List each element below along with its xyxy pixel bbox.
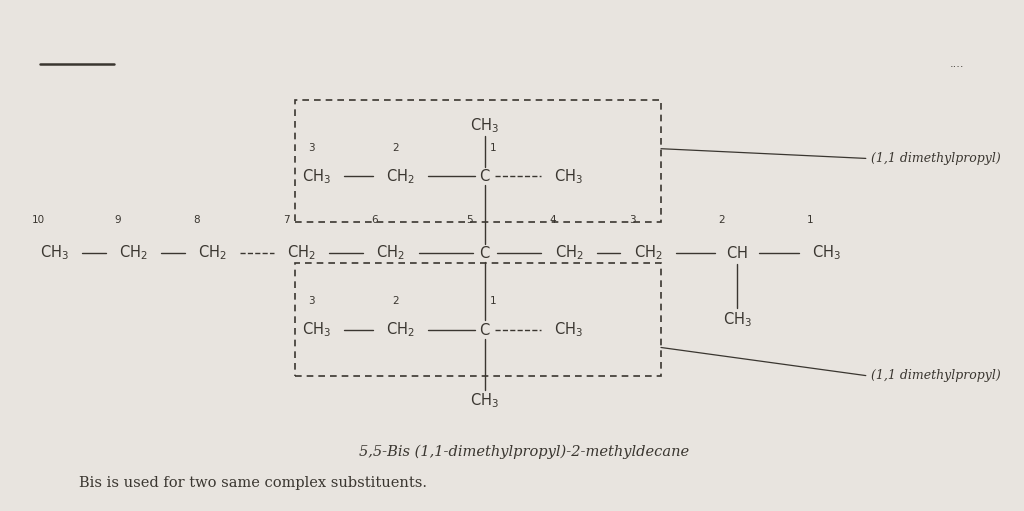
Text: ....: .... (950, 59, 965, 69)
Text: $\mathrm{C}$: $\mathrm{C}$ (479, 321, 490, 338)
Text: 2: 2 (392, 143, 399, 153)
Text: $\mathrm{C}$: $\mathrm{C}$ (479, 168, 490, 184)
Text: $\mathrm{CH_2}$: $\mathrm{CH_2}$ (386, 167, 415, 185)
Text: 3: 3 (308, 296, 315, 307)
Text: 3: 3 (308, 143, 315, 153)
Text: 3: 3 (629, 215, 636, 225)
Text: 2: 2 (718, 215, 725, 225)
Text: 4: 4 (550, 215, 556, 225)
Text: $\mathrm{CH_2}$: $\mathrm{CH_2}$ (634, 244, 663, 262)
Text: 5,5-Bis (1,1-dimethylpropyl)-2-methyldecane: 5,5-Bis (1,1-dimethylpropyl)-2-methyldec… (359, 445, 689, 459)
Bar (295, 263, 660, 376)
Text: $\mathrm{CH_2}$: $\mathrm{CH_2}$ (386, 320, 415, 339)
Text: $\mathrm{CH_3}$: $\mathrm{CH_3}$ (470, 392, 500, 410)
Text: $\mathrm{CH_3}$: $\mathrm{CH_3}$ (470, 116, 500, 134)
Text: $\mathrm{CH_3}$: $\mathrm{CH_3}$ (302, 167, 331, 185)
Text: (1,1 dimethylpropyl): (1,1 dimethylpropyl) (870, 369, 1000, 382)
Text: 5: 5 (466, 215, 472, 225)
Text: 1: 1 (489, 296, 496, 307)
Text: 6: 6 (372, 215, 378, 225)
Text: $\mathrm{CH_3}$: $\mathrm{CH_3}$ (812, 244, 841, 262)
Text: 8: 8 (194, 215, 201, 225)
Text: Bis is used for two same complex substituents.: Bis is used for two same complex substit… (79, 476, 427, 490)
Text: 7: 7 (283, 215, 289, 225)
Text: $\mathrm{CH_3}$: $\mathrm{CH_3}$ (302, 320, 331, 339)
Text: $\mathrm{CH_3}$: $\mathrm{CH_3}$ (40, 244, 69, 262)
Text: $\mathrm{CH_2}$: $\mathrm{CH_2}$ (119, 244, 147, 262)
Text: $\mathrm{CH_2}$: $\mathrm{CH_2}$ (555, 244, 584, 262)
Text: $\mathrm{C}$: $\mathrm{C}$ (479, 245, 490, 261)
Text: $\mathrm{CH_3}$: $\mathrm{CH_3}$ (554, 167, 584, 185)
Text: 1: 1 (807, 215, 814, 225)
Text: (1,1 dimethylpropyl): (1,1 dimethylpropyl) (870, 152, 1000, 165)
Text: 9: 9 (115, 215, 121, 225)
Bar (295, 100, 660, 222)
Text: 1: 1 (489, 143, 496, 153)
Text: 2: 2 (392, 296, 399, 307)
Text: $\mathrm{CH_2}$: $\mathrm{CH_2}$ (288, 244, 316, 262)
Text: $\mathrm{CH_3}$: $\mathrm{CH_3}$ (723, 310, 752, 329)
Text: $\mathrm{CH_2}$: $\mathrm{CH_2}$ (199, 244, 227, 262)
Text: 10: 10 (32, 215, 45, 225)
Text: $\mathrm{CH_2}$: $\mathrm{CH_2}$ (377, 244, 406, 262)
Text: $\mathrm{CH}$: $\mathrm{CH}$ (726, 245, 748, 261)
Text: $\mathrm{CH_3}$: $\mathrm{CH_3}$ (554, 320, 584, 339)
